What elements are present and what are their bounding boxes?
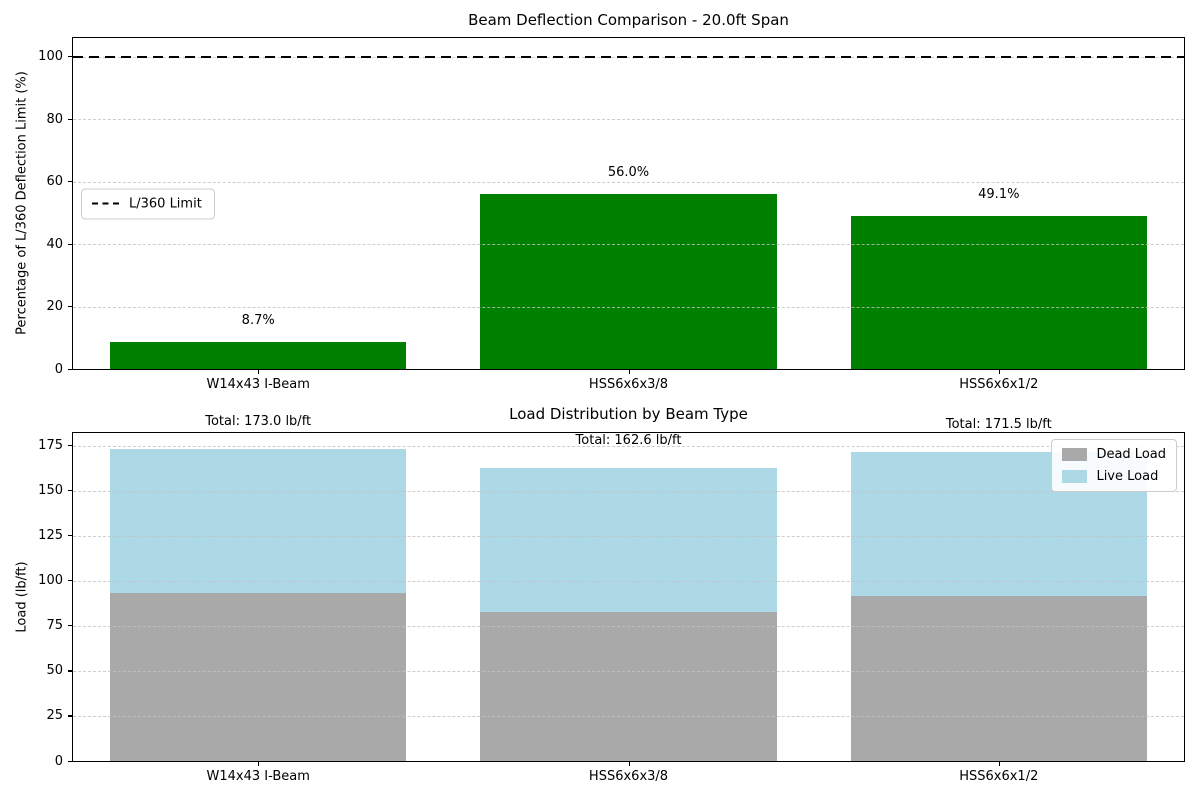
gridline-20 (73, 306, 1184, 308)
x-tick-label-hss6x6x3-8: HSS6x6x3/8 (588, 769, 669, 784)
deflection-chart-title: Beam Deflection Comparison - 20.0ft Span (468, 11, 789, 29)
y-tick-label-75: 75 (46, 618, 63, 634)
x-tick-w14x43-i-beam (258, 761, 260, 766)
live-load-legend-label: Live Load (1096, 469, 1159, 484)
y-tick-60 (68, 181, 73, 183)
dead-load-legend-row: Dead Load (1062, 447, 1166, 462)
y-tick-0 (68, 760, 73, 762)
y-tick-label-80: 80 (46, 111, 63, 127)
x-tick-label-hss6x6x3-8: HSS6x6x3/8 (588, 377, 669, 392)
dead-load-bar-hss6x6x1-2 (850, 596, 1147, 761)
dead-load-bar-hss6x6x3-8 (480, 612, 777, 761)
gridline-100 (73, 580, 1184, 582)
y-tick-label-125: 125 (38, 528, 63, 544)
y-tick-150 (68, 490, 73, 492)
deflection-bar-hss6x6x3-8 (480, 194, 777, 369)
live-load-legend-row: Live Load (1062, 469, 1166, 484)
l360-limit-legend: L/360 Limit (81, 188, 215, 219)
y-tick-100 (68, 580, 73, 582)
gridline-60 (73, 181, 1184, 183)
y-tick-label-0: 0 (54, 361, 63, 377)
deflection-plot-area: L/360 Limit 8.7% W14x43 I-Beam 56.0% HSS6x6… (38, 37, 1185, 392)
dashed-line-icon (92, 202, 119, 205)
gridline-175 (73, 445, 1184, 447)
y-tick-label-175: 175 (38, 438, 63, 454)
live-load-bar-w14x43-i-beam (110, 449, 407, 594)
gridline-50 (73, 670, 1184, 672)
deflection-chart-ylabel: Percentage of L/360 Deflection Limit (%) (14, 71, 30, 335)
dead-load-legend-label: Dead Load (1096, 447, 1166, 462)
x-tick-label-w14x43-i-beam: W14x43 I-Beam (206, 377, 310, 392)
y-tick-label-50: 50 (46, 663, 63, 679)
y-tick-0 (68, 368, 73, 370)
live-load-color-swatch (1062, 470, 1088, 483)
x-tick-label-w14x43-i-beam: W14x43 I-Beam (206, 769, 310, 784)
dead-load-bar-w14x43-i-beam (110, 593, 407, 761)
y-tick-label-25: 25 (46, 708, 63, 724)
gridline-40 (73, 244, 1184, 246)
x-tick-w14x43-i-beam (258, 369, 260, 374)
value-annotation-hss6x6x3-8: 56.0% (607, 165, 650, 181)
total-annotation-hss6x6x3-8: Total: 162.6 lb/ft (575, 433, 682, 448)
x-tick-hss6x6x3-8 (628, 369, 630, 374)
deflection-bar-hss6x6x1-2 (850, 215, 1147, 369)
y-tick-75 (68, 625, 73, 627)
gridline-125 (73, 535, 1184, 537)
y-tick-40 (68, 243, 73, 245)
x-tick-label-hss6x6x1-2: HSS6x6x1/2 (959, 377, 1039, 392)
deflection-bar-w14x43-i-beam (110, 341, 407, 369)
gridline-75 (73, 625, 1184, 627)
total-annotation-w14x43-i-beam: Total: 173.0 lb/ft (205, 414, 312, 430)
x-tick-hss6x6x3-8 (628, 761, 630, 766)
value-annotation-w14x43-i-beam: 8.7% (241, 312, 275, 328)
x-tick-hss6x6x1-2 (998, 761, 1000, 766)
gridline-150 (73, 490, 1184, 492)
y-tick-label-100: 100 (38, 573, 63, 589)
dead-load-color-swatch (1062, 448, 1088, 461)
gridline-25 (73, 715, 1184, 717)
total-annotation-hss6x6x1-2: Total: 171.5 lb/ft (945, 416, 1052, 432)
y-tick-50 (68, 670, 73, 672)
y-tick-80 (68, 118, 73, 120)
x-tick-label-hss6x6x1-2: HSS6x6x1/2 (959, 769, 1039, 784)
l360-limit-legend-label: L/360 Limit (129, 196, 202, 211)
load-legend: Dead Load Live Load (1051, 439, 1177, 492)
load-chart-title: Load Distribution by Beam Type (509, 405, 748, 423)
y-tick-25 (68, 715, 73, 717)
live-load-bar-hss6x6x3-8 (480, 467, 777, 613)
y-tick-label-20: 20 (46, 299, 63, 314)
y-tick-20 (68, 306, 73, 308)
gridline-80 (73, 119, 1184, 121)
y-tick-label-60: 60 (46, 174, 63, 190)
y-tick-label-0: 0 (54, 753, 63, 769)
value-annotation-hss6x6x1-2: 49.1% (978, 186, 1020, 202)
y-tick-100 (68, 56, 73, 58)
y-tick-label-40: 40 (46, 236, 63, 252)
y-tick-175 (68, 445, 73, 447)
y-tick-label-150: 150 (38, 483, 63, 499)
y-tick-125 (68, 535, 73, 537)
x-tick-hss6x6x1-2 (998, 369, 1000, 374)
l360-limit-line (73, 55, 1184, 59)
load-plot-area: Dead Load Live Load Total: 173.0 lb/ft W14… (38, 414, 1185, 784)
y-tick-label-100: 100 (38, 49, 63, 65)
